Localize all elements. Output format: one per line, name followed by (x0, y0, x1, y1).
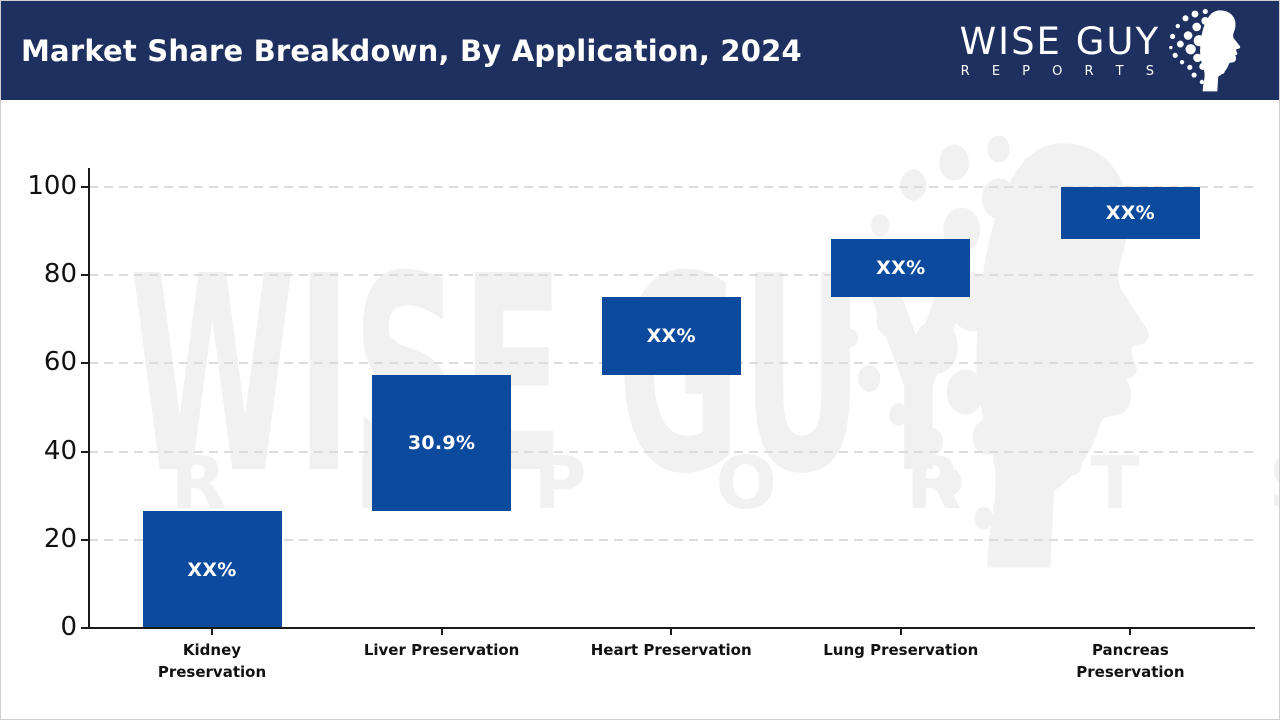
y-tick-label: 80 (43, 259, 77, 290)
chart-title: Market Share Breakdown, By Application, … (21, 33, 802, 68)
x-tick-label: Liver Preservation (363, 641, 520, 659)
bar-segment: XX% (831, 239, 971, 297)
logo-text: WISE GUY R E P O R T S (957, 23, 1163, 79)
bar-value-label: 30.9% (407, 431, 476, 454)
bar-value-label: XX% (646, 324, 696, 347)
y-tick-label: 40 (43, 435, 77, 466)
bar-segment: XX% (142, 511, 282, 628)
bar-value-label: XX% (876, 257, 926, 280)
x-tick-label: Lung Preservation (823, 641, 979, 659)
y-tick-label: 0 (60, 612, 77, 642)
bar-value-label: XX% (1105, 202, 1156, 225)
gridline (89, 538, 1254, 541)
bar-value-label: XX% (187, 558, 237, 581)
y-axis-tick (81, 362, 88, 365)
y-axis-tick (81, 538, 88, 541)
y-axis-tick (81, 627, 88, 629)
gridline (89, 186, 1254, 188)
x-tick-label: Heart Preservation (590, 641, 752, 659)
logo-wordmark: WISE GUY (959, 19, 1161, 63)
x-axis-line (87, 626, 1255, 629)
y-tick-label: 60 (43, 347, 77, 378)
wiseguy-logo: WISE GUY R E P O R T S (957, 8, 1255, 94)
logo-subtitle: R E P O R T S (960, 63, 1163, 79)
x-tick-label: Kidney Preservation (157, 641, 267, 681)
x-tick-label: Pancreas Preservation (1076, 641, 1185, 681)
x-axis-tick (440, 629, 443, 635)
y-axis-tick (81, 450, 88, 453)
bar-segment: XX% (1060, 187, 1200, 240)
x-axis-tick (211, 629, 213, 635)
y-axis-tick (81, 274, 88, 277)
gridline (89, 450, 1254, 453)
bar-segment: XX% (601, 296, 741, 375)
x-axis-tick (1129, 629, 1132, 635)
bar-segment: 30.9% (372, 374, 512, 512)
y-axis-tick (81, 186, 88, 188)
y-tick-label: 20 (43, 523, 77, 554)
header-bar: Market Share Breakdown, By Application, … (1, 1, 1279, 100)
logo-face-icon (1169, 8, 1241, 91)
watermark-subtitle: R E P O R T S (171, 441, 1280, 525)
y-tick-label: 100 (27, 171, 77, 201)
y-axis-line (87, 168, 90, 629)
gridline (89, 274, 1254, 277)
x-axis-tick (670, 629, 673, 635)
x-axis-tick (899, 629, 902, 635)
